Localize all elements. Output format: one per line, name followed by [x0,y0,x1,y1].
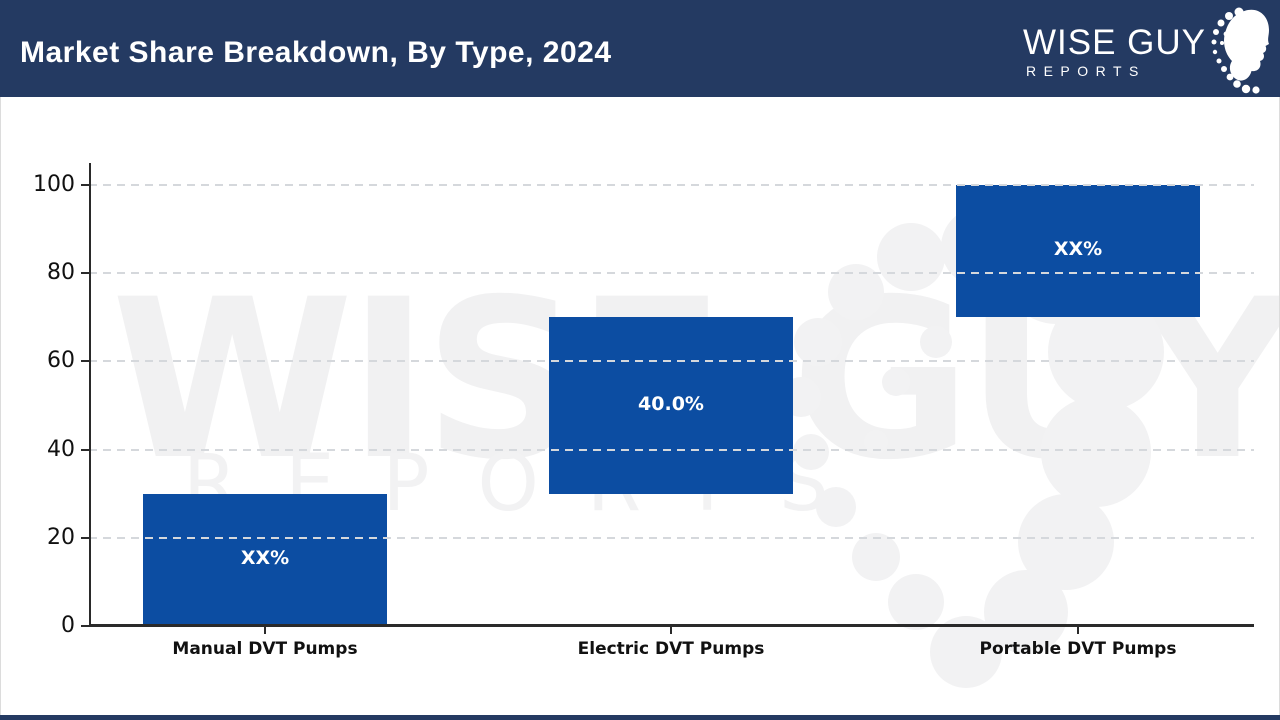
y-tick [81,536,89,539]
gridline [89,184,1254,186]
bar-manual-dvt-pumps [143,493,387,626]
y-tick [81,360,89,363]
gridline [89,272,1254,275]
y-tick [81,625,89,627]
y-tick-label: 20 [47,524,75,550]
logo-face-icon [1211,7,1269,94]
x-category-label: Manual DVT Pumps [172,639,358,659]
y-tick-label: 80 [47,260,75,286]
x-tick [264,627,266,634]
y-axis-spine [89,163,91,626]
gridline [89,360,1254,363]
bar-value-label: XX% [1053,238,1103,261]
bar-value-label: 40.0% [638,392,704,415]
page-title: Market Share Breakdown, By Type, 2024 [20,36,612,69]
y-tick [81,184,89,186]
x-category-label: Portable DVT Pumps [979,639,1177,659]
logo-subtitle: REPORTS [1025,63,1146,79]
y-tick-label: 0 [61,613,75,638]
gridline [89,536,1254,539]
brand-logo: WISE GUY REPORTS [1023,4,1274,94]
logo-text: WISE GUY REPORTS [1023,4,1206,79]
footer-bar [0,715,1280,720]
bar-electric-dvt-pumps [549,317,793,494]
x-tick [1077,627,1079,634]
header: Market Share Breakdown, By Type, 2024 WI… [0,0,1280,97]
bar-portable-dvt-pumps [956,185,1200,318]
bar-value-label: XX% [240,546,290,569]
logo-wordmark: WISE GUY [1022,23,1206,62]
y-tick-label: 100 [33,172,75,197]
gridline [89,448,1254,451]
y-tick [81,272,89,275]
chart-area: WISE GUY REPORTS 0 20 40 60 80 100 XX% 40.0% XX%… [0,97,1280,715]
y-tick-label: 40 [47,436,75,462]
y-tick [81,448,89,451]
x-axis-spine [89,624,1254,627]
bar-chart-plot: 0 20 40 60 80 100 XX% 40.0% XX% Manual DVT Pumps E… [33,163,1254,659]
x-tick [670,627,672,634]
y-tick-label: 60 [47,348,75,374]
x-category-label: Electric DVT Pumps [577,639,765,659]
